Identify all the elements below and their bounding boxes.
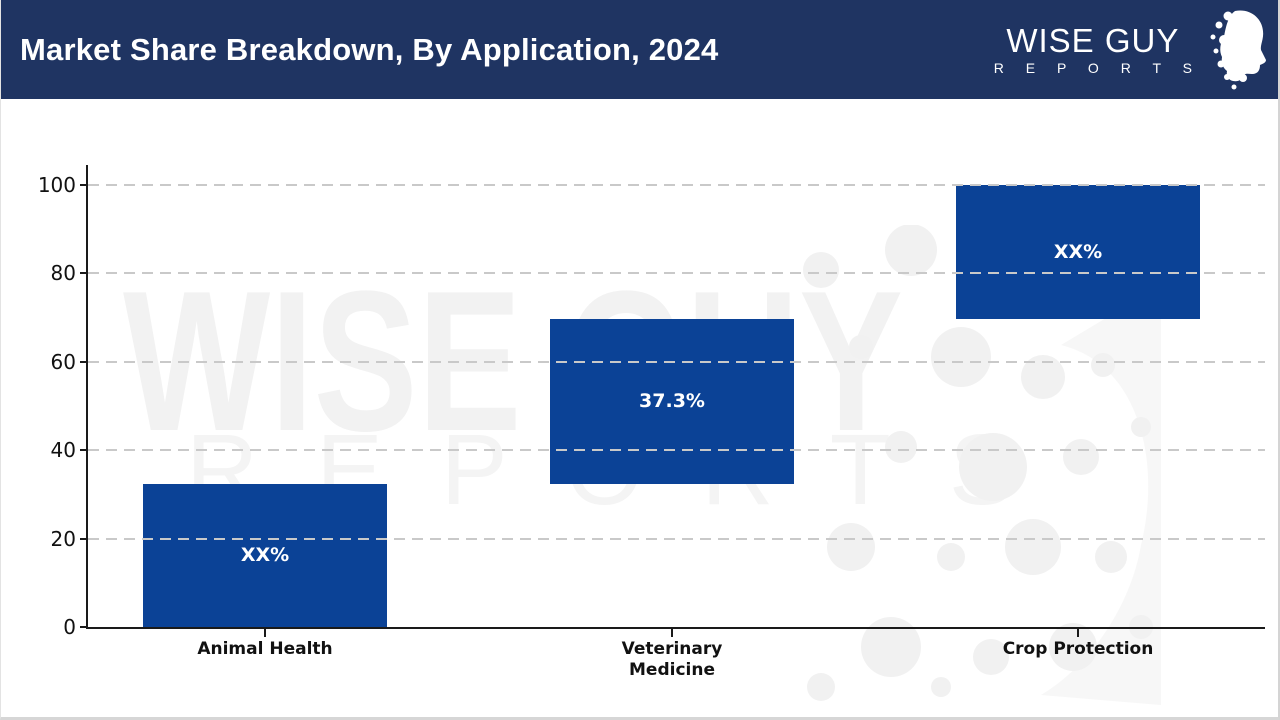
bar-value-label: XX% [1053,240,1103,263]
y-tick-label: 40 [50,438,76,463]
logo-subtitle: R E P O R T S [993,60,1201,76]
market-share-bar [550,318,794,484]
y-axis [86,165,88,629]
bar-value-label: XX% [240,544,290,567]
wiseguy-logo-text: WISE GUY R E P O R T S [985,24,1201,75]
category-label: Veterinary Medicine [621,639,723,681]
page-title: Market Share Breakdown, By Application, … [20,31,719,67]
y-tick-mark [80,537,88,540]
x-axis [86,627,1265,629]
y-tick-label: 60 [50,349,76,374]
x-tick-mark [264,629,266,637]
y-tick-mark [80,360,88,363]
y-tick-label: 20 [50,526,76,551]
y-tick-mark [80,184,88,186]
y-gridline [88,184,1265,186]
y-gridline [88,272,1265,275]
category-label: Crop Protection [1002,639,1154,659]
x-tick-mark [1077,629,1079,637]
y-tick-mark [80,449,88,452]
bar-value-label: 37.3% [639,390,705,413]
y-tick-label: 100 [37,173,76,197]
y-gridline [88,449,1265,452]
y-gridline [88,537,1265,540]
category-label: Animal Health [197,639,333,659]
y-tick-mark [80,272,88,275]
y-tick-mark [80,626,88,628]
logo-face-icon [1210,9,1266,89]
market-share-bar [143,483,387,627]
market-share-bar [956,185,1200,319]
x-tick-mark [671,629,673,637]
y-tick-label: 80 [50,261,76,286]
y-gridline [88,360,1265,363]
header-bar: Market Share Breakdown, By Application, … [1,0,1278,99]
logo-wordmark: WISE GUY [1006,22,1180,59]
y-tick-label: 0 [63,615,76,639]
wiseguy-logo: WISE GUY R E P O R T S [985,7,1278,93]
